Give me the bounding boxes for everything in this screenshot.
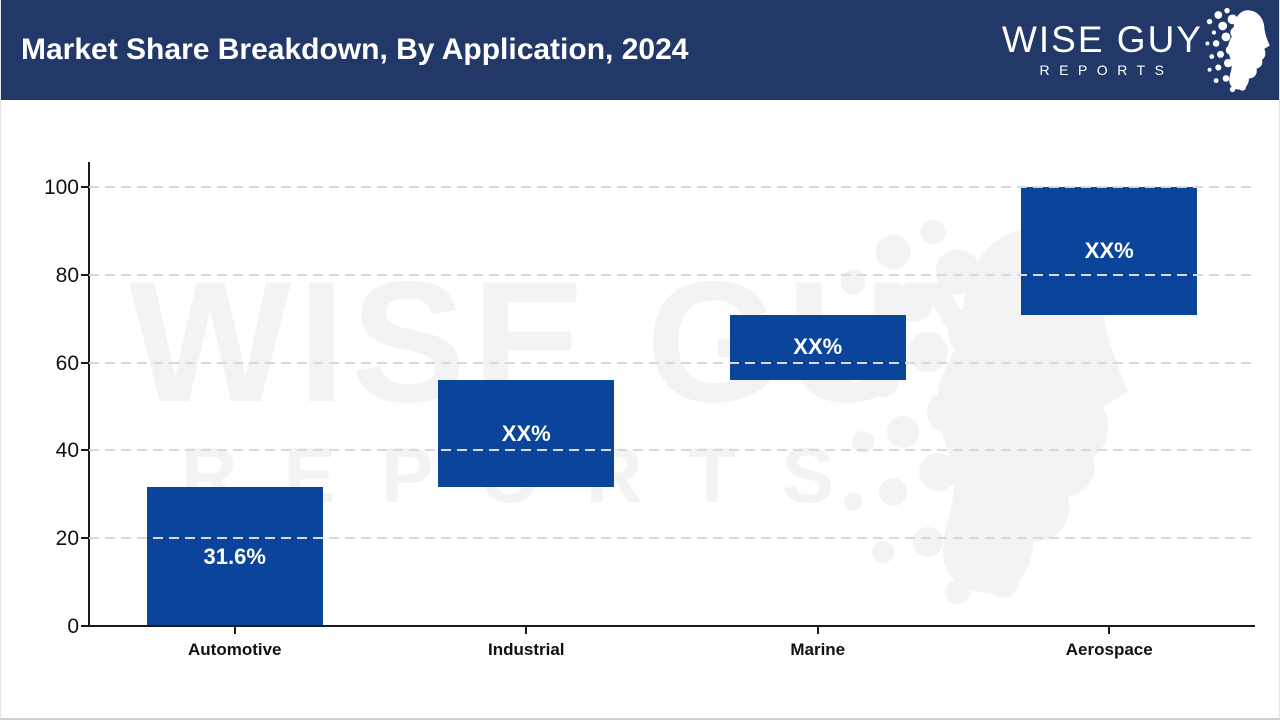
header-bar: Market Share Breakdown, By Application, … [1, 0, 1279, 100]
logo-wordmark: WISE GUY [1001, 19, 1203, 60]
y-tick-100 [81, 186, 89, 188]
y-tick-label-40: 40 [55, 439, 79, 463]
gridline-40 [89, 449, 1257, 452]
y-tick-60 [81, 361, 89, 364]
x-axis-line [85, 625, 1255, 627]
y-tick-40 [81, 449, 89, 452]
y-tick-80 [81, 273, 89, 276]
y-axis-line [88, 162, 90, 627]
x-tick-industrial [525, 627, 528, 634]
x-tick-marine [816, 627, 819, 634]
wiseguy-logo: WISE GUY REPORTS [1002, 21, 1203, 78]
bar-automotive [146, 487, 323, 626]
x-tick-aerospace [1108, 627, 1111, 634]
y-tick-label-100: 100 [43, 176, 79, 199]
gridline-100 [89, 186, 1257, 188]
bar-marine [729, 314, 906, 381]
bar-value-label-industrial: XX% [501, 420, 551, 446]
bar-aerospace [1021, 187, 1198, 315]
y-tick-label-60: 60 [55, 351, 79, 375]
gridline-80 [89, 273, 1257, 276]
bar-value-label-aerospace: XX% [1084, 237, 1134, 263]
logo-subtitle: REPORTS [1039, 62, 1174, 78]
bar-industrial [438, 380, 615, 488]
category-label-marine: Marine [790, 640, 846, 659]
y-tick-0 [81, 625, 89, 627]
gridline-60 [89, 361, 1257, 364]
y-tick-label-0: 0 [67, 615, 79, 638]
page-title: Market Share Breakdown, By Application, … [21, 33, 689, 66]
category-label-aerospace: Aerospace [1065, 640, 1153, 659]
y-tick-label-80: 80 [55, 263, 79, 287]
category-label-industrial: Industrial [487, 640, 565, 659]
gridline-20 [89, 537, 1257, 540]
y-tick-20 [81, 537, 89, 540]
bar-value-label-marine: XX% [793, 334, 843, 360]
wiseguy-head-icon [1205, 7, 1270, 93]
category-label-automotive: Automotive [188, 640, 282, 659]
x-tick-automotive [233, 627, 236, 634]
y-tick-label-20: 20 [55, 527, 79, 551]
bar-value-label-automotive: 31.6% [203, 543, 266, 569]
